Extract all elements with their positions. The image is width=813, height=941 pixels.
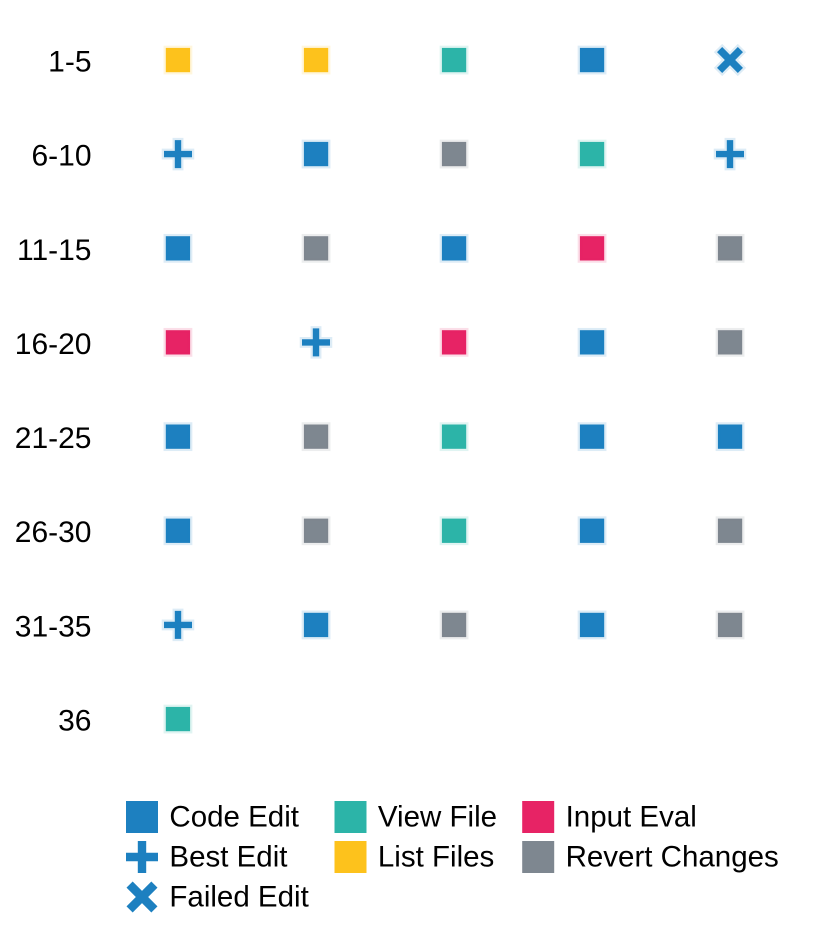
- svg-text:List Files: List Files: [378, 841, 494, 874]
- svg-text:36: 36: [58, 705, 91, 738]
- svg-text:11-15: 11-15: [17, 234, 92, 267]
- svg-text:6-10: 6-10: [31, 140, 91, 173]
- svg-text:16-20: 16-20: [15, 328, 92, 361]
- svg-text:1-5: 1-5: [48, 46, 91, 79]
- svg-text:View File: View File: [378, 801, 497, 834]
- svg-text:Input Eval: Input Eval: [566, 801, 697, 834]
- svg-text:21-25: 21-25: [15, 422, 92, 455]
- svg-text:Failed Edit: Failed Edit: [169, 881, 308, 914]
- svg-text:31-35: 31-35: [15, 610, 92, 643]
- svg-text:Best Edit: Best Edit: [169, 841, 287, 874]
- svg-text:26-30: 26-30: [15, 516, 92, 549]
- svg-text:Code Edit: Code Edit: [169, 801, 299, 834]
- svg-text:Revert Changes: Revert Changes: [566, 841, 779, 874]
